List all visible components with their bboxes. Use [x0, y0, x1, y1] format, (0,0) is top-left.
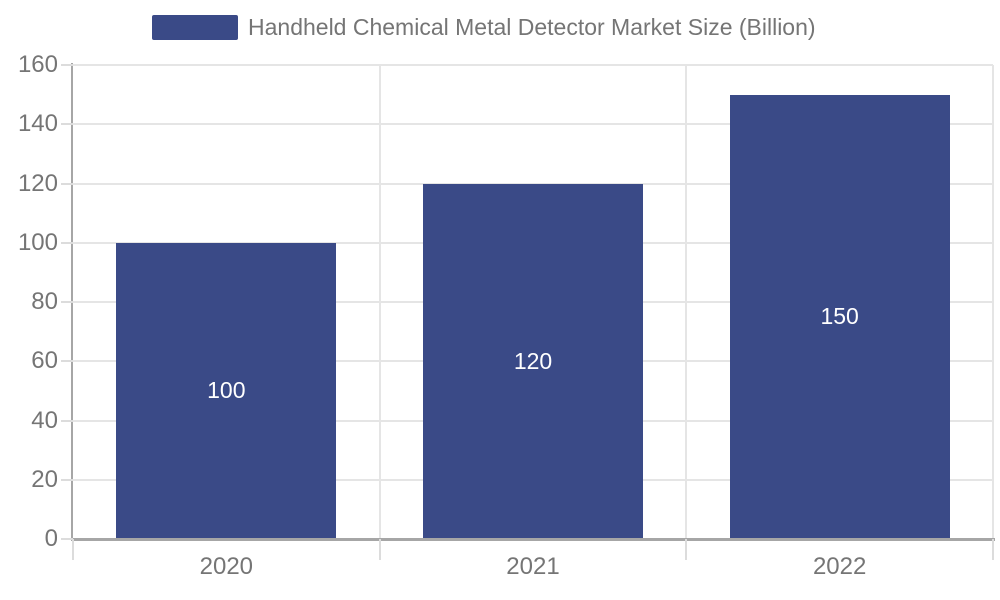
- y-axis-tick: [61, 478, 73, 481]
- y-tick-label: 0: [44, 525, 58, 552]
- y-tick-label: 100: [17, 228, 58, 256]
- x-axis-tick: [378, 539, 381, 560]
- bar-2022[interactable]: 150: [729, 94, 950, 539]
- bar-2020[interactable]: 100: [116, 242, 337, 539]
- x-axis-tick: [992, 539, 994, 560]
- y-axis-tick: [61, 182, 73, 185]
- x-gridline: [992, 65, 994, 539]
- y-tick-label: 140: [17, 110, 58, 138]
- x-tick-label-2021: 2021: [506, 553, 560, 580]
- x-tick-label-2022: 2022: [812, 553, 867, 580]
- y-tick-label: 160: [17, 51, 58, 78]
- y-axis-tick: [61, 64, 73, 66]
- y-gridline: [73, 64, 993, 66]
- legend-item[interactable]: Handheld Chemical Metal Detector Market …: [152, 14, 816, 41]
- y-axis-tick: [61, 241, 73, 244]
- y-tick-label: 60: [31, 347, 58, 375]
- y-gridline: [73, 123, 993, 126]
- bar-value-label: 120: [513, 347, 553, 374]
- x-gridline: [378, 65, 381, 539]
- y-tick-label: 80: [31, 288, 58, 315]
- y-axis-tick: [61, 419, 73, 422]
- legend-label: Handheld Chemical Metal Detector Market …: [248, 14, 816, 40]
- y-tick-label: 120: [17, 169, 58, 197]
- bar-2021[interactable]: 120: [423, 183, 643, 539]
- y-axis-tick: [61, 301, 73, 303]
- legend-swatch-icon: [152, 15, 238, 40]
- plot-area: 100 120 150: [73, 64, 994, 539]
- x-tick-label-2020: 2020: [199, 553, 254, 580]
- bar-value-label: 150: [820, 303, 859, 330]
- x-axis-tick: [685, 539, 688, 560]
- y-tick-label: 40: [31, 406, 58, 434]
- y-axis-tick: [61, 360, 73, 363]
- x-axis-tick: [72, 539, 74, 560]
- y-axis-tick: [61, 123, 73, 126]
- y-axis-tick: [61, 538, 73, 540]
- bar-value-label: 100: [207, 377, 246, 404]
- x-axis-line: [73, 538, 995, 541]
- x-gridline: [685, 65, 688, 539]
- y-tick-label: 20: [31, 465, 58, 493]
